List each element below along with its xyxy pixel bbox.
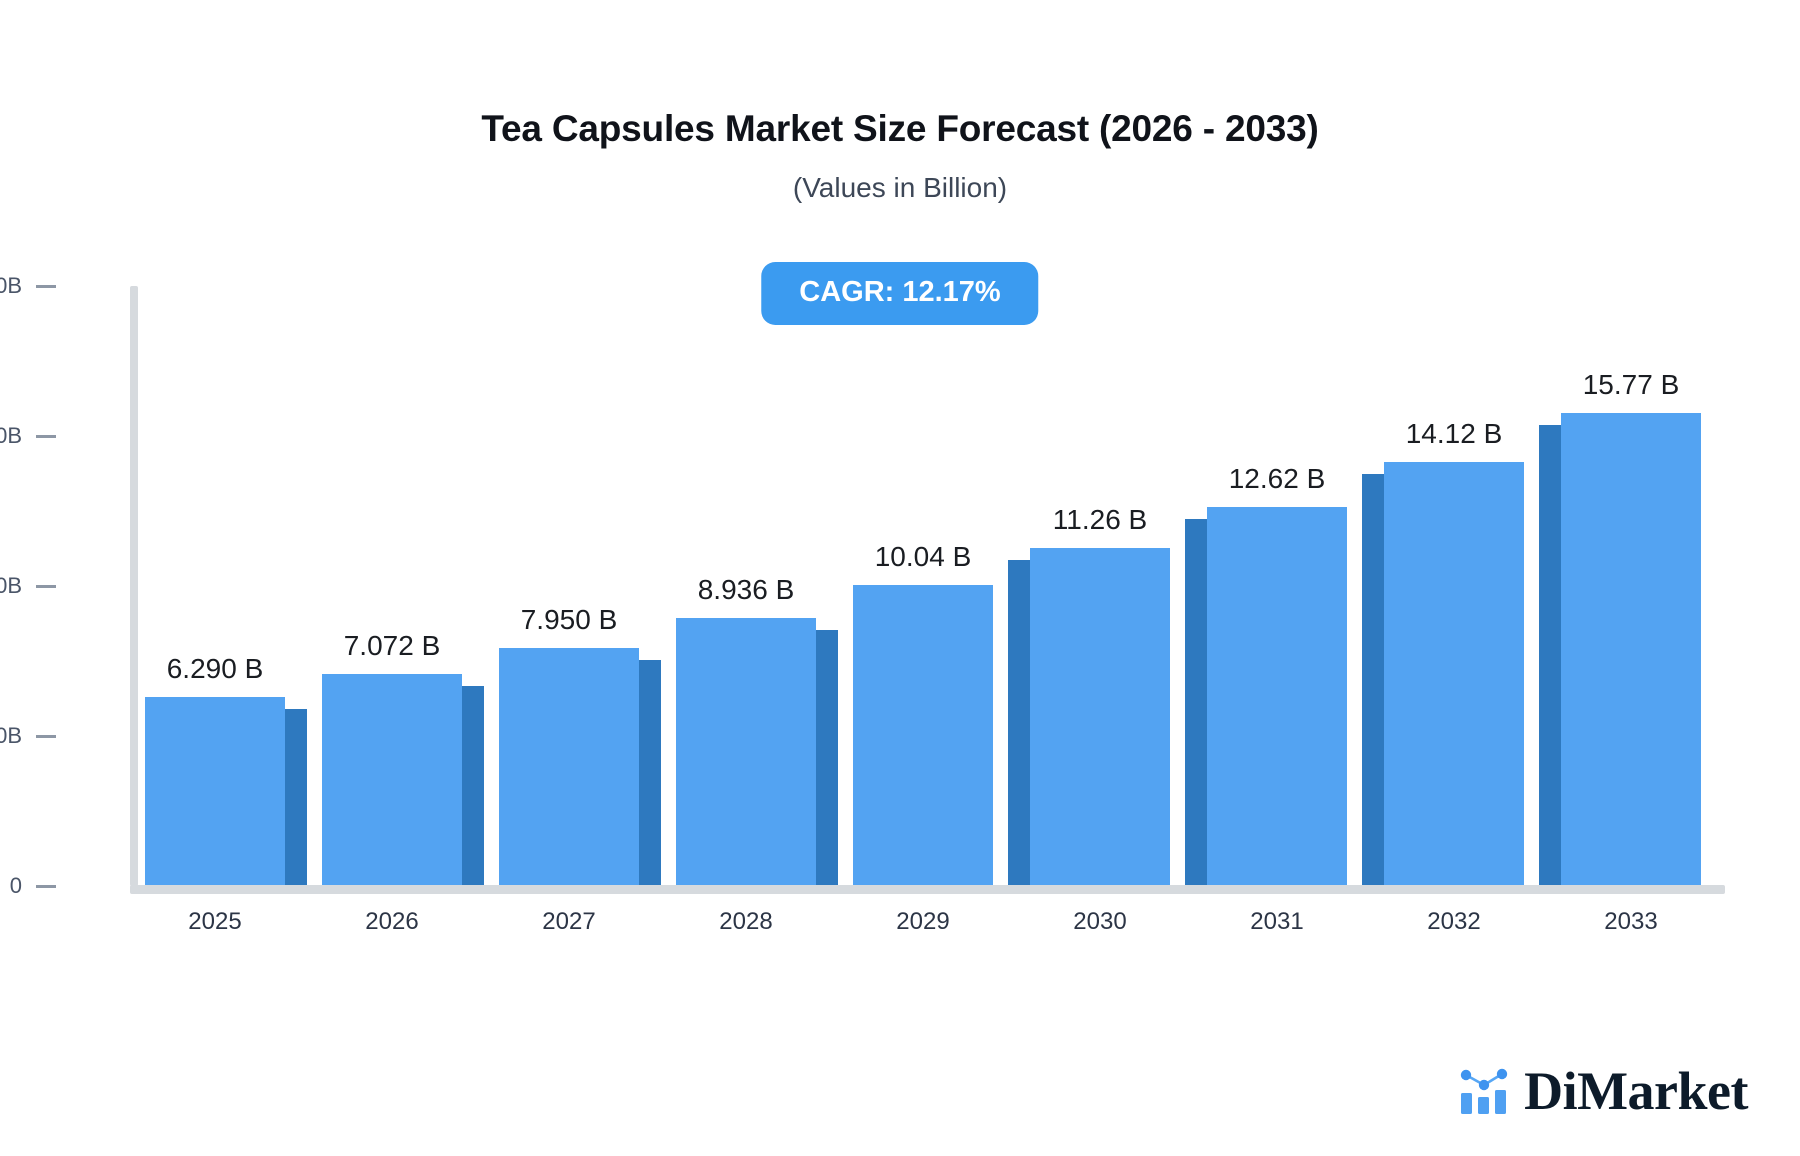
plot-area: 6.290 B 7.072 B 7.950 B 8.936 B 10.04 B 11.26… xyxy=(0,273,1725,935)
bar-group[interactable]: 11.26 B xyxy=(1008,286,1170,886)
x-axis-label: 2026 xyxy=(365,908,419,935)
bar-value-label: 15.77 B xyxy=(1582,368,1680,400)
x-axis-label: 2033 xyxy=(1604,908,1658,935)
bar-group[interactable]: 14.12 B xyxy=(1362,286,1524,886)
bar-side-panel xyxy=(816,629,838,886)
x-axis-label: 2027 xyxy=(542,908,596,935)
bar[interactable] xyxy=(145,697,285,886)
bar-value-label: 11.26 B xyxy=(1052,504,1148,536)
bar[interactable] xyxy=(1207,507,1347,886)
x-axis-line xyxy=(130,885,1725,894)
x-axis-label: 2030 xyxy=(1073,908,1127,935)
bar-side-panel xyxy=(462,685,484,886)
y-axis-tick-label: 0 xyxy=(9,873,22,898)
bar-series: 6.290 B 7.072 B 7.950 B 8.936 B 10.04 B 11.26… xyxy=(130,286,1725,886)
bar-value-label: 8.936 B xyxy=(697,573,795,605)
bar-group[interactable]: 6.290 B xyxy=(145,286,307,886)
x-axis-label: 2032 xyxy=(1427,908,1481,935)
bar-side-panel xyxy=(285,709,307,886)
bar-value-label: 10.04 B xyxy=(874,540,972,572)
bar-value-label: 6.290 B xyxy=(166,653,264,685)
y-axis-tick: 20.0B xyxy=(0,273,56,299)
bar-side-panel xyxy=(639,659,661,886)
bar[interactable] xyxy=(1384,462,1524,886)
y-axis-tick-mark xyxy=(36,584,56,588)
bar-value-label: 14.12 B xyxy=(1405,418,1503,450)
brand-logo: DiMarket xyxy=(1458,1064,1748,1118)
bar-group[interactable]: 7.950 B xyxy=(499,286,661,886)
bar[interactable] xyxy=(499,647,639,886)
bar-side-panel xyxy=(1362,474,1384,886)
x-axis-label: 2031 xyxy=(1250,908,1304,935)
page-title: Tea Capsules Market Size Forecast (2026 … xyxy=(481,108,1319,149)
y-axis-tick-label: 10.0B xyxy=(0,573,22,598)
bar[interactable] xyxy=(1030,548,1170,886)
y-axis-tick-label: 15.0B xyxy=(0,423,22,448)
bar-group[interactable]: 15.77 B xyxy=(1539,286,1701,886)
bar-group[interactable]: 7.072 B xyxy=(322,286,484,886)
y-axis-tick-mark xyxy=(36,734,56,738)
chart-subtitle: (Values in Billion) xyxy=(792,172,1008,203)
bar-chart-dots-icon xyxy=(1458,1066,1510,1116)
bar[interactable] xyxy=(1561,412,1701,886)
y-axis-tick: 15.0B xyxy=(0,423,56,449)
y-axis-tick-label: 5.0B xyxy=(0,723,22,748)
y-axis-tick: 0 xyxy=(0,873,56,899)
bar-side-panel xyxy=(1008,560,1030,886)
bar[interactable] xyxy=(322,673,462,886)
bar[interactable] xyxy=(853,584,993,886)
bar[interactable] xyxy=(676,617,816,886)
bar-value-label: 7.950 B xyxy=(520,603,618,635)
bar-group[interactable]: 10.04 B xyxy=(853,286,993,886)
y-axis-tick-mark xyxy=(36,434,56,438)
y-axis-tick: 10.0B xyxy=(0,573,56,599)
x-axis-label: 2025 xyxy=(188,908,242,935)
x-axis-label: 2029 xyxy=(896,908,950,935)
cagr-badge: CAGR: 12.17% xyxy=(761,262,1039,325)
y-axis-line xyxy=(130,286,138,886)
bar-group[interactable]: 12.62 B xyxy=(1185,286,1347,886)
bar-side-panel xyxy=(1185,519,1207,886)
y-axis-tick-label: 20.0B xyxy=(0,273,22,298)
y-axis-tick-mark xyxy=(36,284,56,288)
bar-value-label: 7.072 B xyxy=(343,629,441,661)
bar-value-label: 12.62 B xyxy=(1228,463,1326,495)
bar-side-panel xyxy=(1539,424,1561,886)
y-axis-tick-mark xyxy=(36,884,56,888)
x-axis-label: 2028 xyxy=(719,908,773,935)
bar-group[interactable]: 8.936 B xyxy=(676,286,838,886)
y-axis-tick: 5.0B xyxy=(0,723,56,749)
logo-wordmark: DiMarket xyxy=(1524,1061,1748,1121)
